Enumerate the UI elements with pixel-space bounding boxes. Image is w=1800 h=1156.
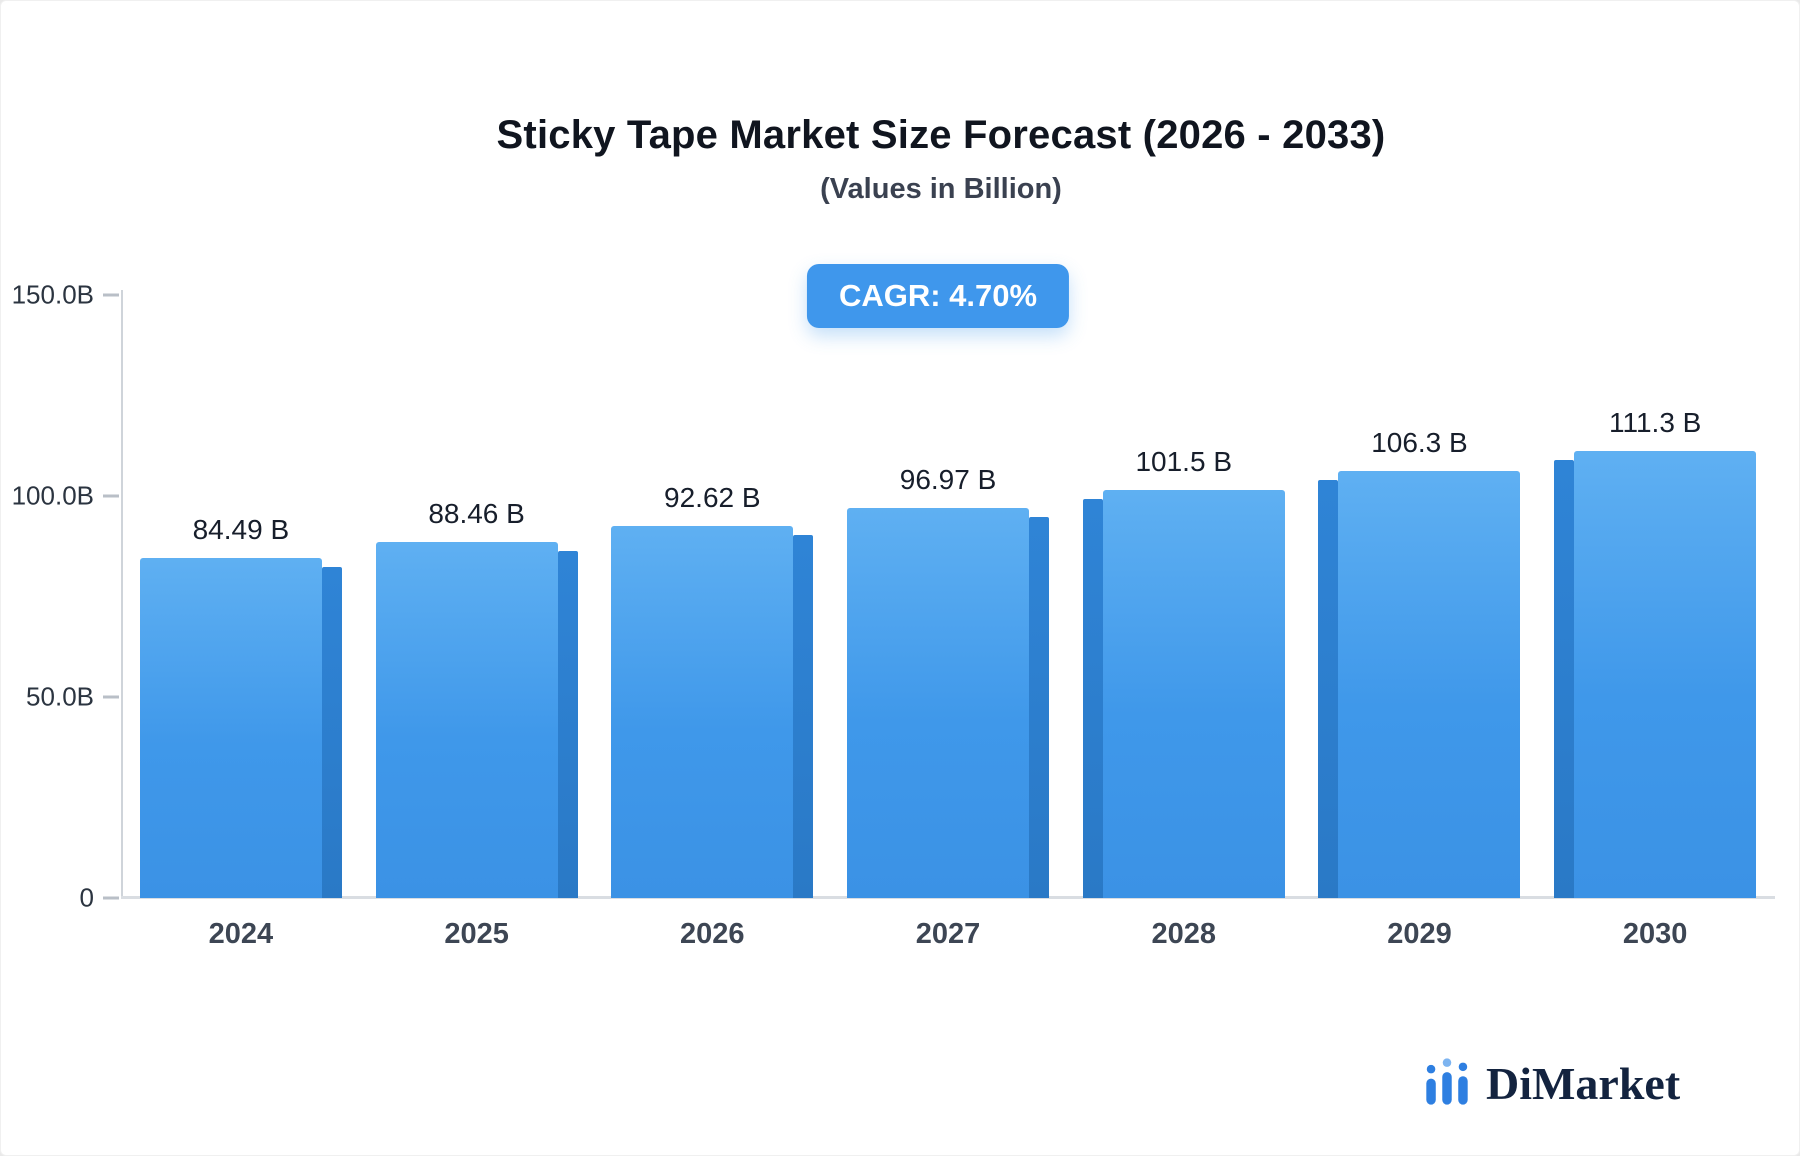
- y-axis-tick-mark: [103, 695, 119, 699]
- y-axis-tick: 0: [80, 883, 119, 914]
- bar-front-face: [1102, 490, 1285, 898]
- bar-group: 101.5 B: [1066, 295, 1302, 898]
- y-axis-line: [121, 290, 123, 899]
- bar-group: 84.49 B: [123, 295, 359, 898]
- bar-side-face: [321, 567, 342, 898]
- x-axis-label: 2030: [1622, 917, 1688, 950]
- bar: [847, 508, 1050, 898]
- bar: [139, 558, 342, 898]
- x-axis-label: 2029: [1387, 917, 1452, 950]
- y-axis-tick-mark: [103, 896, 119, 900]
- bar-group: 88.46 B: [359, 295, 595, 898]
- bar-value-label: 111.3 B: [1608, 407, 1702, 438]
- y-axis-tick-label: 100.0B: [11, 480, 94, 511]
- bar-group: 96.97 B: [830, 295, 1066, 898]
- bar-side-face: [1554, 460, 1575, 898]
- bar-side-face: [1318, 480, 1339, 898]
- x-axis-labels: 2024 2025 2026 2027 2028 2029 2030: [123, 914, 1773, 954]
- bar-front-face: [1338, 471, 1521, 898]
- bar-chart-dots-icon: [1426, 1058, 1468, 1105]
- bar-side-face: [793, 535, 814, 898]
- x-axis-label: 2026: [680, 917, 745, 950]
- bar-front-face: [139, 558, 322, 898]
- chart-subtitle: (Values in Billion): [820, 173, 1062, 205]
- bar-front-face: [847, 508, 1030, 898]
- cagr-badge: CAGR: 4.70%: [806, 264, 1070, 328]
- bar: [611, 526, 814, 898]
- x-axis-label: 2024: [208, 917, 274, 950]
- bar-side-face: [1029, 517, 1050, 898]
- bar: [1554, 451, 1757, 898]
- bar-side-face: [1082, 499, 1103, 898]
- y-axis-tick: 50.0B: [26, 682, 119, 713]
- bar-group: 111.3 B: [1537, 295, 1773, 898]
- dimarket-logo: DiMarket: [1421, 1055, 1680, 1107]
- bar-value-label: 88.46 B: [428, 498, 525, 529]
- y-axis-tick-label: 50.0B: [26, 681, 94, 712]
- bar-value-label: 101.5 B: [1135, 446, 1232, 477]
- bar: [1082, 490, 1285, 898]
- bar-group: 92.62 B: [594, 295, 830, 898]
- y-axis-tick: 100.0B: [12, 481, 119, 512]
- y-axis-ticks: 0 50.0B 100.0B 150.0B: [1, 280, 119, 913]
- bar: [1318, 471, 1521, 898]
- y-axis-tick-mark: [103, 293, 119, 297]
- bar-side-face: [557, 551, 578, 898]
- bar-front-face: [375, 542, 558, 898]
- bar-value-label: 84.49 B: [192, 514, 290, 545]
- bar-front-face: [1574, 451, 1757, 898]
- bar-value-label: 92.62 B: [664, 482, 761, 513]
- bar-group: 106.3 B: [1302, 295, 1538, 898]
- y-axis-tick: 150.0B: [12, 280, 119, 311]
- y-axis-tick-label: 0: [79, 882, 94, 913]
- y-axis-tick-mark: [103, 494, 119, 498]
- dimarket-logo-text: DiMarket: [1486, 1058, 1681, 1109]
- x-axis-label: 2025: [444, 917, 509, 950]
- bar-value-label: 96.97 B: [899, 464, 997, 495]
- y-axis-tick-label: 150.0B: [11, 279, 94, 310]
- bar: [375, 542, 578, 898]
- x-axis-label: 2027: [915, 917, 981, 950]
- bar-value-label: 106.3 B: [1371, 427, 1468, 458]
- bar-front-face: [611, 526, 794, 898]
- cagr-badge-label: CAGR: 4.70%: [838, 278, 1038, 313]
- plot-area: 84.49 B 88.46 B 92.62 B 96.97 B 101.5 B 106.3…: [123, 295, 1773, 898]
- x-axis-label: 2028: [1151, 917, 1216, 950]
- chart-title: Sticky Tape Market Size Forecast (2026 -…: [496, 113, 1386, 157]
